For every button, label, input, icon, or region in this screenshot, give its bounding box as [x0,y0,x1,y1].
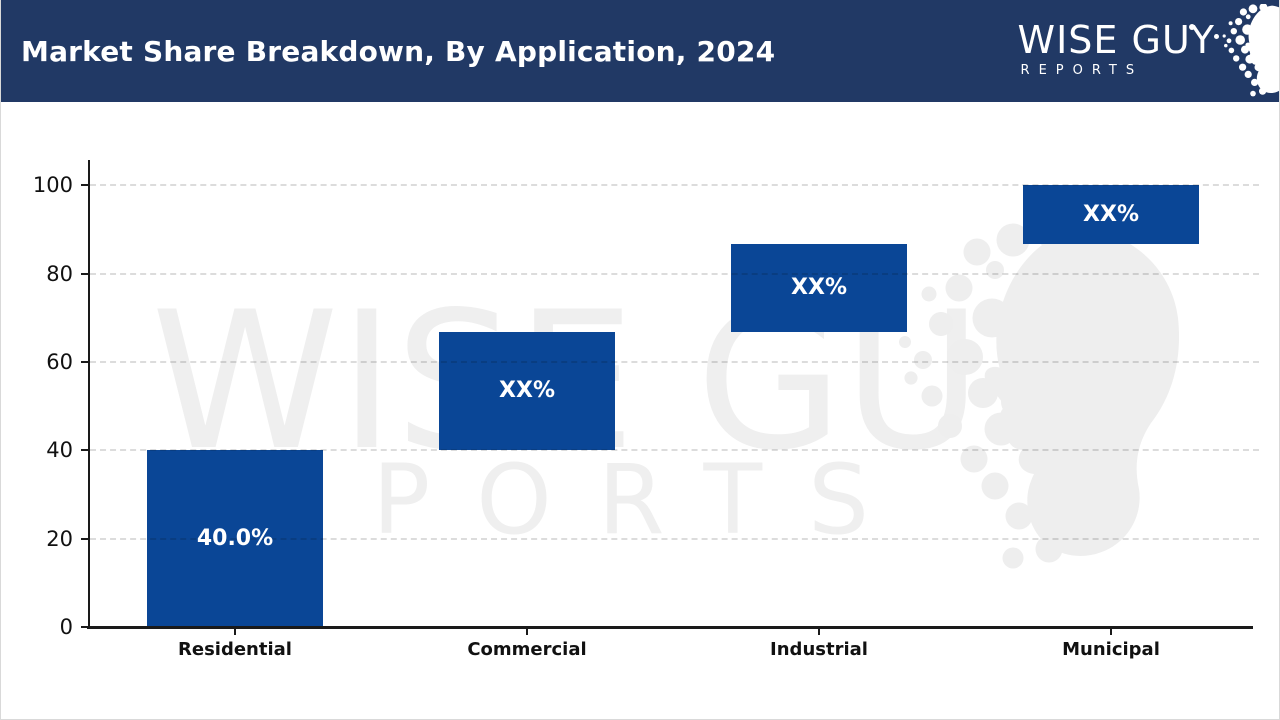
y-tick-mark [81,272,89,275]
page-title: Market Share Breakdown, By Application, … [21,34,776,68]
logo: WISE GUY REPORTS [1018,0,1279,102]
y-tick-mark [81,537,89,540]
y-tick-mark [81,360,89,363]
bar-value-label: XX% [499,378,555,404]
x-tick-mark [1110,628,1112,635]
y-axis-spine [88,160,90,628]
bar-value-label: 40.0% [196,525,274,551]
x-axis-label: Residential [178,639,292,660]
logo-dot [1189,24,1195,30]
logo-head-icon [1222,4,1279,97]
gridline [90,360,1259,363]
header: Market Share Breakdown, By Application, … [1,0,1279,102]
y-tick-label: 40 [46,438,73,463]
gridline [90,537,1259,540]
x-axis-line [87,626,1253,629]
x-tick-mark [526,628,528,635]
logo-line2: REPORTS [1020,63,1144,78]
y-tick-mark [81,184,89,187]
y-tick-mark [81,449,89,452]
x-axis-label: Commercial [467,639,587,660]
y-tick-label: 0 [59,615,73,639]
logo-wordmark: WISE GUY REPORTS [1018,20,1215,78]
bar [731,244,907,333]
gridline [90,272,1259,275]
y-tick-label: 100 [32,173,73,198]
y-tick-mark [81,626,89,628]
x-tick-mark [818,628,820,635]
y-tick-label: 60 [46,349,73,374]
y-tick-label: 80 [46,261,73,286]
bar [439,332,615,451]
bar [1023,185,1199,245]
y-tick-label: 20 [46,526,73,551]
bar-value-label: XX% [1083,201,1139,227]
logo-dot [1214,34,1219,39]
gridline [90,449,1259,452]
logo-line1: WISE GUY [1017,18,1215,62]
x-axis-label: Municipal [1062,639,1160,660]
x-tick-mark [234,628,236,635]
watermark-head-icon [899,222,1180,569]
x-axis-label: Industrial [770,639,868,660]
bar-value-label: XX% [791,275,847,301]
gridline [90,184,1259,187]
